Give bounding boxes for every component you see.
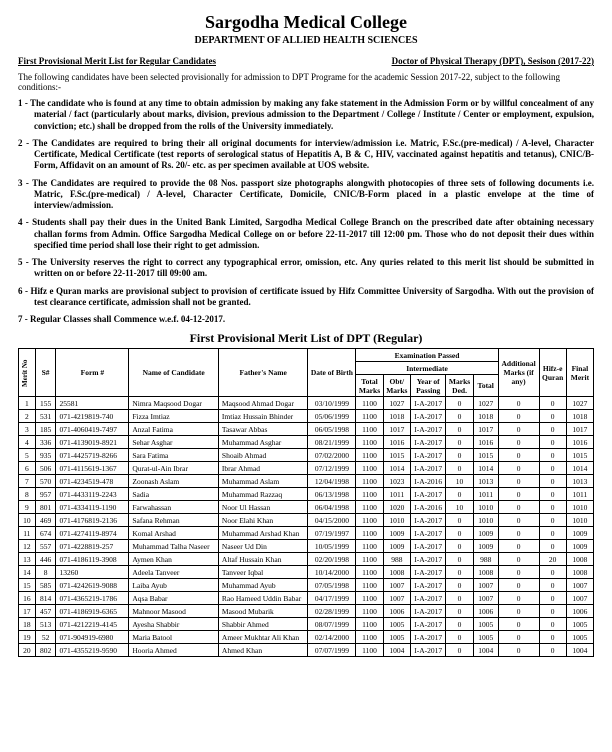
- table-row: 12557071-4228819-257Muhammad Talha Nasee…: [19, 540, 594, 553]
- th-additional: Additional Marks (if any): [498, 349, 539, 397]
- th-year: Year of Passing: [411, 375, 446, 397]
- table-row: 1952071-904919-6980Maria BatoolAmeer Muk…: [19, 631, 594, 644]
- table-row: 14813260Adeela TanveerTanveer Iqbal10/14…: [19, 566, 594, 579]
- th-hifz: Hifz-e Quran: [539, 349, 566, 397]
- th-name: Name of Candidate: [129, 349, 219, 397]
- table-row: 4336071-4139019-8921Sehar AsgharMuhammad…: [19, 436, 594, 449]
- college-title: Sargodha Medical College: [18, 12, 594, 33]
- table-title: First Provisional Merit List of DPT (Reg…: [18, 331, 594, 346]
- table-row: 115525581Nimra Maqsood DogarMaqsood Ahma…: [19, 397, 594, 410]
- table-row: 15585071-4242619-9088Laiba AyubMuhammad …: [19, 579, 594, 592]
- table-row: 13446071-4186119-3908Aymen KhanAltaf Hus…: [19, 553, 594, 566]
- condition-item: 3 - The Candidates are required to provi…: [18, 178, 594, 212]
- condition-item: 2 - The Candidates are required to bring…: [18, 138, 594, 172]
- table-row: 3185071-4060419-7497Anzal FatimaTasawar …: [19, 423, 594, 436]
- condition-item: 1 - The candidate who is found at any ti…: [18, 98, 594, 132]
- condition-item: 6 - Hifz e Quran marks are provisional s…: [18, 286, 594, 309]
- th-obt-marks: Obt/ Marks: [383, 375, 410, 397]
- header-row: First Provisional Merit List for Regular…: [18, 56, 594, 66]
- table-row: 2531071-4219819-740Fizza ImtiazImtiaz Hu…: [19, 410, 594, 423]
- dept-subtitle: DEPARTMENT OF ALLIED HEALTH SCIENCES: [18, 35, 594, 46]
- header-right: Doctor of Physical Therapy (DPT), Sesiso…: [392, 56, 594, 66]
- th-marks-ded: Marks Ded.: [446, 375, 473, 397]
- table-row: 16814071-4365219-1786Aqsa BabarRao Hamee…: [19, 592, 594, 605]
- condition-item: 4 - Students shall pay their dues in the…: [18, 217, 594, 251]
- table-row: 18513071-4212219-4145Ayesha ShabbirShabb…: [19, 618, 594, 631]
- th-s-no: S#: [35, 349, 56, 397]
- condition-item: 5 - The University reserves the right to…: [18, 257, 594, 280]
- table-row: 6506071-4115619-1367Qurat-ul-Ain IbrarIb…: [19, 462, 594, 475]
- header-left: First Provisional Merit List for Regular…: [18, 56, 216, 66]
- table-row: 5935071-4425719-8266Sara FatimaShoaib Ah…: [19, 449, 594, 462]
- table-row: 20802071-4355219-9590Hooria AhmedAhmed K…: [19, 644, 594, 657]
- table-row: 9801071-4334119-1190FarwahassanNoor Ul H…: [19, 501, 594, 514]
- th-final: Final Merit: [566, 349, 593, 397]
- th-dob: Date of Birth: [308, 349, 356, 397]
- conditions-list: 1 - The candidate who is found at any ti…: [18, 98, 594, 325]
- th-father: Father's Name: [218, 349, 308, 397]
- merit-table: Merit No S# Form # Name of Candidate Fat…: [18, 348, 594, 657]
- table-row: 17457071-4186919-6365Mahnoor MasoodMasoo…: [19, 605, 594, 618]
- table-row: 7570071-4234519-478Zoonash AslamMuhammad…: [19, 475, 594, 488]
- th-merit-no: Merit No: [21, 351, 29, 395]
- th-exam: Examination Passed: [356, 349, 498, 362]
- th-form: Form #: [56, 349, 129, 397]
- table-row: 10469071-4176819-2136Safana RehmanNoor E…: [19, 514, 594, 527]
- condition-item: 7 - Regular Classes shall Commence w.e.f…: [18, 314, 594, 325]
- th-inter: Intermediate: [356, 362, 498, 375]
- table-row: 11674071-4274119-8974Komal ArshadMuhamma…: [19, 527, 594, 540]
- th-total: Total: [473, 375, 498, 397]
- th-total-marks: Total Marks: [356, 375, 383, 397]
- table-row: 8957071-4433119-2243SadiaMuhammad Razzaq…: [19, 488, 594, 501]
- intro-text: The following candidates have been selec…: [18, 72, 594, 92]
